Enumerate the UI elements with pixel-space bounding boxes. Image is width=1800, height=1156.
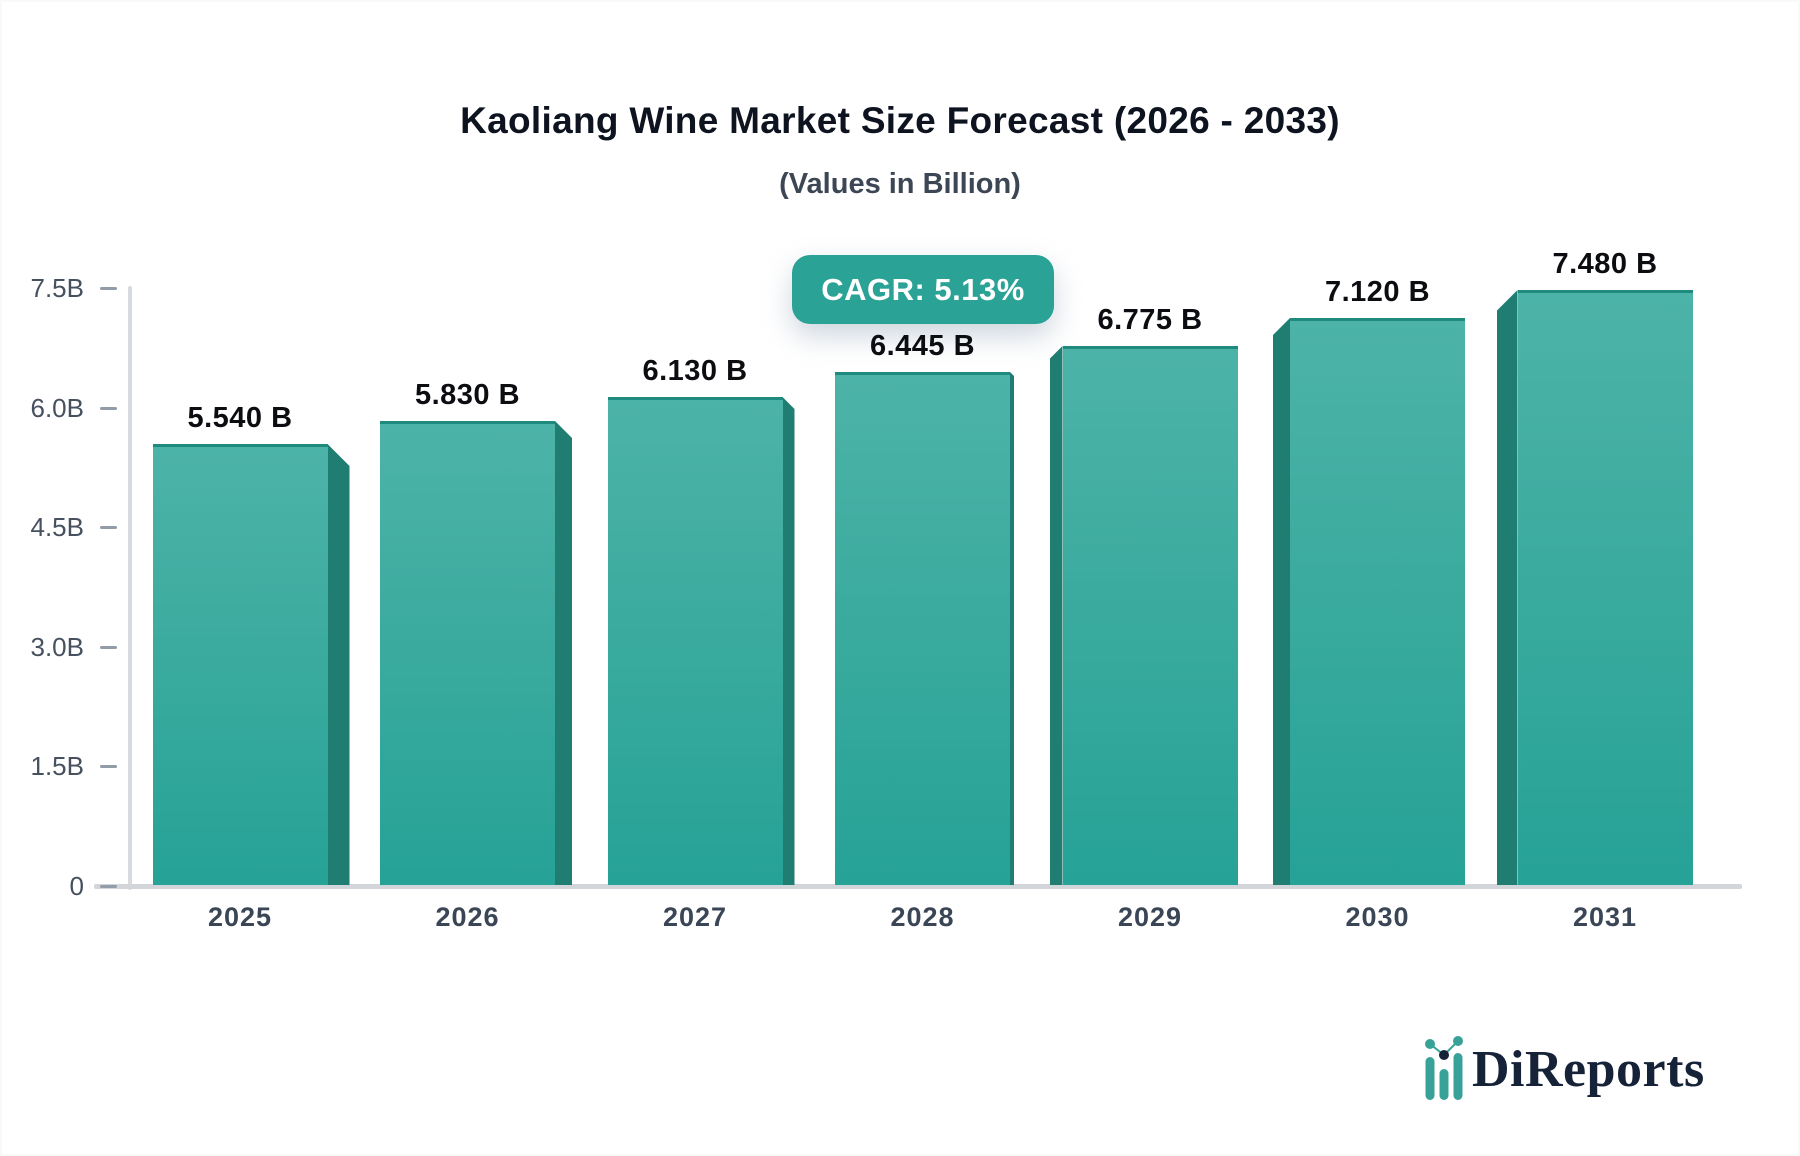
y-tick-mark xyxy=(100,406,117,410)
bar-face xyxy=(607,397,783,885)
bar-2028 xyxy=(835,372,1014,885)
bar-value-label: 5.540 B xyxy=(187,402,293,434)
cagr-badge: CAGR: 5.13% xyxy=(792,255,1054,324)
x-tick-label: 2029 xyxy=(1117,902,1183,932)
bar-side-3d xyxy=(1273,318,1290,885)
mini-bar-line-chart-icon xyxy=(1425,1036,1463,1100)
y-tick-mark xyxy=(100,526,117,530)
x-tick-label: 2027 xyxy=(662,902,728,932)
bar-face xyxy=(1062,346,1238,885)
chart-title: Kaoliang Wine Market Size Forecast (2026… xyxy=(460,100,1340,141)
x-tick-label: 2026 xyxy=(435,902,500,932)
x-tick-label: 2025 xyxy=(207,902,273,932)
y-tick-label: 3.0B xyxy=(30,631,85,662)
y-tick-label: 7.5B xyxy=(30,273,85,304)
bar-value-label: 6.445 B xyxy=(869,330,976,362)
bar-face xyxy=(152,444,328,885)
y-tick-label: 0 xyxy=(69,871,84,901)
bar-value-label: 7.120 B xyxy=(1324,276,1431,308)
y-tick-mark xyxy=(100,765,117,769)
bar-2031 xyxy=(1496,290,1693,885)
bar-face xyxy=(1517,290,1693,885)
bar-face xyxy=(835,372,1010,885)
x-tick-label: 2031 xyxy=(1572,902,1638,932)
brand-logo-text: DiReports xyxy=(1472,1041,1705,1098)
bar-side-3d xyxy=(327,444,350,885)
y-axis-line xyxy=(128,286,132,890)
y-tick-label: 4.5B xyxy=(30,512,85,543)
brand-logo: DiReports xyxy=(1422,1036,1705,1102)
y-tick-label: 1.5B xyxy=(30,751,85,782)
x-axis-line xyxy=(94,884,1742,889)
x-tick-label: 2028 xyxy=(890,902,955,932)
bar-face xyxy=(1290,318,1465,885)
bar-value-label: 5.830 B xyxy=(414,379,521,411)
bar-2029 xyxy=(1049,346,1238,885)
bar-value-label: 7.480 B xyxy=(1552,248,1658,280)
bar-value-label: 6.130 B xyxy=(642,355,748,387)
y-tick-mark xyxy=(100,287,117,291)
bar-side-3d xyxy=(782,397,795,885)
bar-side-3d xyxy=(1010,372,1014,885)
bar-2027 xyxy=(607,397,795,885)
bar-value-label: 6.775 B xyxy=(1097,304,1203,336)
y-tick-label: 6.0B xyxy=(30,392,85,423)
bar-2030 xyxy=(1273,318,1465,885)
bar-2026 xyxy=(380,421,572,885)
x-tick-label: 2030 xyxy=(1345,902,1410,932)
y-tick-mark xyxy=(100,645,117,649)
bar-side-3d xyxy=(1496,290,1518,885)
y-tick-mark xyxy=(100,885,117,888)
bar-side-3d xyxy=(555,421,572,885)
bar-2025 xyxy=(152,444,350,885)
bar-face xyxy=(380,421,555,885)
bar-side-3d xyxy=(1049,346,1063,885)
chart-subtitle: (Values in Billion) xyxy=(779,168,1021,200)
